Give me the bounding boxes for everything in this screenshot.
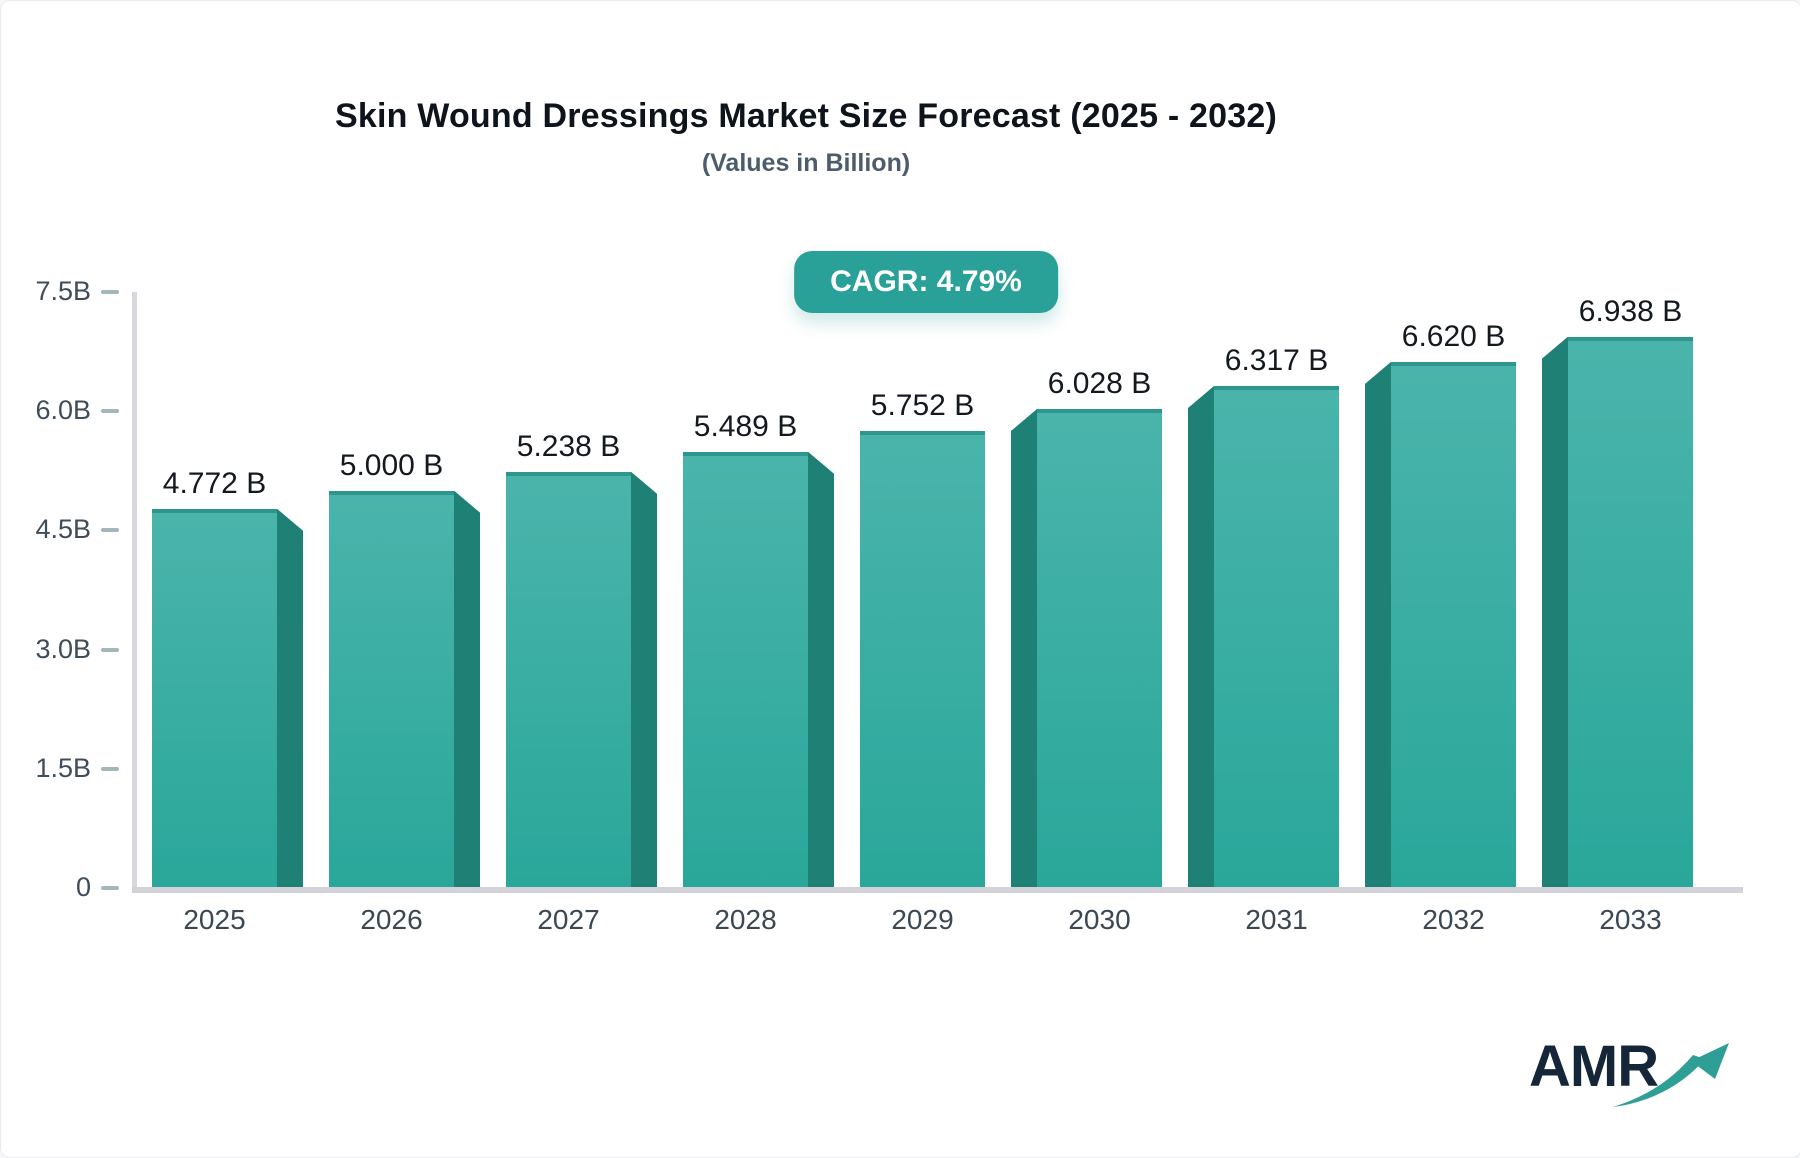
bar-value-label: 6.317 B xyxy=(1224,344,1329,377)
bar-side-panel xyxy=(1542,336,1568,888)
bar-value-label: 5.000 B xyxy=(339,448,444,482)
chart-title: Skin Wound Dressings Market Size Forecas… xyxy=(335,97,1277,135)
y-tick-label: 0 xyxy=(75,872,91,902)
x-axis-year-label: 2027 xyxy=(537,904,600,935)
bar-value-label: 6.028 B xyxy=(1047,366,1152,400)
bar-side-panel xyxy=(808,451,834,888)
bar-value-label: 5.238 B xyxy=(516,429,621,463)
bar-value-label: 5.489 B xyxy=(693,409,798,443)
y-tick-dash xyxy=(101,290,119,294)
y-tick-label: 4.5B xyxy=(35,514,91,545)
bar xyxy=(683,451,808,888)
x-axis-year-label: 2029 xyxy=(891,904,954,935)
y-tick-dash xyxy=(101,647,119,652)
x-axis-year-label: 2028 xyxy=(714,904,777,935)
y-tick-label: 7.5B xyxy=(35,276,91,306)
bar-side-panel xyxy=(631,471,657,888)
y-tick-dash xyxy=(101,409,119,414)
x-axis-year-label: 2030 xyxy=(1068,904,1131,935)
x-axis-year-label: 2032 xyxy=(1422,904,1485,935)
bar xyxy=(152,508,277,888)
x-axis-year-label: 2026 xyxy=(360,904,423,935)
x-axis-year-label: 2025 xyxy=(183,904,246,935)
bar-side-panel xyxy=(1365,361,1391,888)
bar xyxy=(1568,336,1693,888)
y-tick-label: 3.0B xyxy=(35,633,91,664)
amr-logo-text: AMR xyxy=(1529,1034,1659,1099)
bar xyxy=(1214,386,1339,888)
cagr-badge: CAGR: 4.79% xyxy=(794,251,1058,313)
bar-value-label: 4.772 B xyxy=(162,466,267,500)
bar-side-panel xyxy=(1188,386,1214,888)
y-tick-dash xyxy=(101,886,119,890)
y-axis-line xyxy=(132,292,137,888)
bar-value-label: 5.752 B xyxy=(870,388,975,422)
bar-side-panel xyxy=(1011,408,1037,888)
x-axis-year-label: 2031 xyxy=(1245,904,1308,935)
y-tick-dash xyxy=(101,766,119,771)
bar-value-label: 6.938 B xyxy=(1578,294,1683,328)
bar-value-label: 6.620 B xyxy=(1401,319,1506,353)
bar xyxy=(1391,361,1516,888)
bar xyxy=(506,471,631,888)
bar xyxy=(329,490,454,888)
trending-up-arrow-icon xyxy=(1613,1043,1729,1107)
x-axis-year-label: 2033 xyxy=(1599,904,1662,935)
bar-side-panel xyxy=(277,508,303,888)
y-tick-dash xyxy=(101,528,119,533)
y-tick-label: 1.5B xyxy=(35,752,91,783)
bar xyxy=(1037,408,1162,888)
amr-logo: AMR xyxy=(1529,1033,1739,1123)
bar xyxy=(860,430,985,888)
y-tick-label: 6.0B xyxy=(35,395,91,426)
chart-subtitle: (Values in Billion) xyxy=(701,149,911,177)
x-axis-baseline xyxy=(132,887,1743,893)
bar-side-panel xyxy=(454,490,480,888)
